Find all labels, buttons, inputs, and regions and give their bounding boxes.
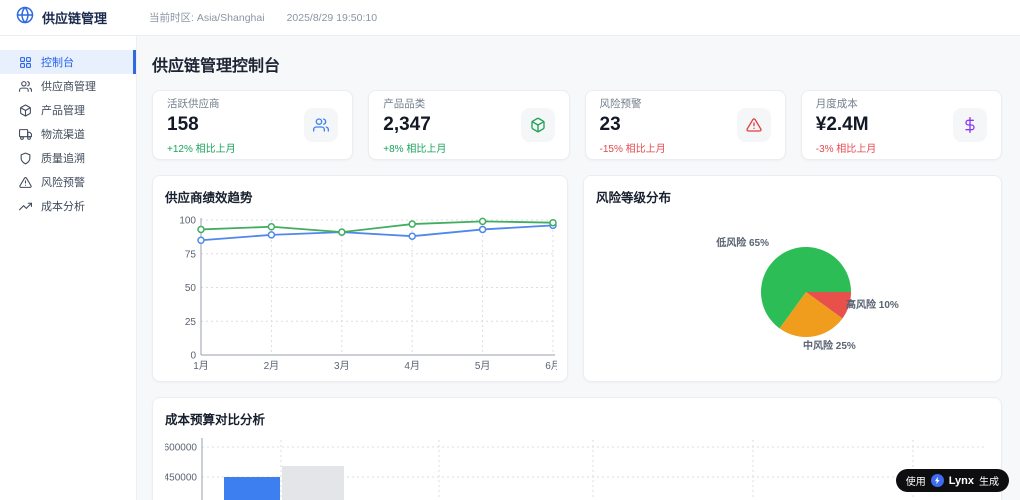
alert-icon [19, 176, 32, 188]
users-icon [313, 118, 330, 132]
badge-brand: Lynx [948, 474, 974, 487]
package-icon [20, 104, 31, 117]
sidebar-nav: 控制台供应商管理产品管理物流渠道质量追溯风险预警成本分析 [0, 36, 137, 500]
line-chart-title: 供应商绩效趋势 [165, 191, 253, 205]
stats-row: 活跃供应商 158 +12% 相比上月 产品品类 2,347 +8% 相比上月 … [152, 90, 1002, 160]
line-chart-card: 供应商绩效趋势 0 25 50 75 100 1月 2月 3月 4月 5月 6月 [152, 175, 568, 382]
stat-iconbox [304, 108, 339, 142]
sidebar-item-5[interactable]: 风险预警 [0, 170, 136, 194]
bar-chart: 600000450000300000 [165, 438, 987, 500]
stat-value: ¥2.4M [815, 113, 869, 135]
lynx-attribution-badge[interactable]: 使用 Lynx 生成 [895, 469, 1009, 492]
badge-prefix: 使用 [905, 477, 926, 488]
stat-value: 158 [167, 113, 199, 135]
shield-icon [20, 152, 31, 164]
stat-delta: -3% 相比上月 [815, 143, 877, 155]
header-status: 当前时区: Asia/Shanghai 2025/8/29 19:50:10 [149, 10, 377, 25]
stat-iconbox [520, 108, 555, 142]
svg-text:450000: 450000 [165, 473, 197, 484]
stat-delta: -15% 相比上月 [599, 143, 666, 155]
pie-chart-card: 风险等级分布 高风险 10% 中风险 25% 低风险 65% [583, 175, 1002, 382]
svg-text:4月: 4月 [404, 360, 420, 372]
stat-value: 23 [599, 113, 621, 135]
pie-chart: 高风险 10% 中风险 25% 低风险 65% [715, 236, 899, 352]
sidebar-item-1[interactable]: 供应商管理 [0, 74, 136, 98]
svg-text:高风险 10%: 高风险 10% [846, 298, 899, 311]
svg-text:50: 50 [185, 283, 197, 294]
stat-card-0: 活跃供应商 158 +12% 相比上月 [152, 90, 354, 160]
svg-text:6月: 6月 [545, 360, 557, 372]
svg-text:1月: 1月 [193, 360, 209, 372]
users-icon [19, 80, 32, 92]
stat-texts: 风险预警 23 -15% 相比上月 [600, 96, 666, 155]
sidebar-item-label: 物流渠道 [41, 129, 85, 141]
charts-row: 供应商绩效趋势 0 25 50 75 100 1月 2月 3月 4月 5月 6月 风险等级分布 高风… [152, 175, 1002, 382]
sidebar-item-0[interactable]: 控制台 [0, 50, 136, 74]
sidebar-item-label: 产品管理 [41, 105, 85, 117]
app-brand: 供应链管理 [0, 6, 137, 29]
svg-text:100: 100 [179, 216, 196, 227]
svg-text:2月: 2月 [264, 360, 280, 372]
sidebar-item-3[interactable]: 物流渠道 [0, 122, 136, 146]
stat-value: 2,347 [383, 113, 431, 135]
stat-delta: +8% 相比上月 [383, 143, 447, 155]
svg-text:5月: 5月 [475, 360, 491, 372]
dollar-icon [965, 117, 975, 133]
sidebar-item-6[interactable]: 成本分析 [0, 194, 136, 218]
dashboard-icon [20, 56, 31, 68]
page-title: 供应链管理控制台 [152, 58, 281, 75]
svg-text:75: 75 [185, 249, 197, 260]
svg-text:3月: 3月 [334, 360, 350, 372]
sidebar-item-label: 成本分析 [41, 201, 85, 213]
bottom-row: 成本预算对比分析 600000450000300000 [152, 397, 1002, 500]
stat-iconbox [736, 108, 771, 142]
svg-text:600000: 600000 [165, 443, 197, 454]
stat-card-3: 月度成本 ¥2.4M -3% 相比上月 [800, 90, 1002, 160]
stat-texts: 产品品类 2,347 +8% 相比上月 [383, 96, 446, 155]
sidebar-item-label: 质量追溯 [41, 153, 85, 165]
sidebar-item-4[interactable]: 质量追溯 [0, 146, 136, 170]
trend-icon [19, 202, 32, 210]
sidebar-item-label: 控制台 [41, 57, 74, 69]
stat-texts: 活跃供应商 158 +12% 相比上月 [167, 96, 236, 155]
sidebar-item-2[interactable]: 产品管理 [0, 98, 136, 122]
pie-chart-title: 风险等级分布 [596, 191, 672, 205]
current-datetime: 2025/8/29 19:50:10 [286, 11, 378, 24]
svg-text:低风险 65%: 低风险 65% [715, 236, 769, 249]
stat-delta: +12% 相比上月 [167, 143, 236, 155]
globe-icon [16, 6, 34, 24]
stat-label: 月度成本 [815, 97, 858, 110]
stat-label: 产品品类 [383, 97, 426, 110]
badge-suffix: 生成 [979, 477, 999, 488]
package-icon [530, 117, 545, 133]
globe-icon [16, 6, 34, 29]
top-header: 供应链管理 当前时区: Asia/Shanghai 2025/8/29 19:5… [0, 0, 1020, 36]
stat-card-1: 产品品类 2,347 +8% 相比上月 [368, 90, 570, 160]
main-content: 供应链管理控制台 活跃供应商 158 +12% 相比上月 产品品类 2,347 … [137, 36, 1020, 500]
sidebar-item-label: 供应商管理 [41, 81, 96, 93]
stat-iconbox [953, 108, 987, 142]
svg-text:25: 25 [185, 317, 197, 328]
stat-texts: 月度成本 ¥2.4M -3% 相比上月 [816, 96, 877, 155]
sidebar-item-label: 风险预警 [41, 177, 85, 189]
bar-chart-title: 成本预算对比分析 [165, 413, 266, 427]
stat-label: 活跃供应商 [167, 97, 220, 110]
alert-icon [746, 118, 762, 132]
bar-chart-card: 成本预算对比分析 600000450000300000 [152, 397, 1002, 500]
stat-label: 风险预警 [599, 97, 642, 110]
svg-text:0: 0 [190, 351, 196, 362]
svg-text:中风险 25%: 中风险 25% [803, 339, 856, 352]
timezone-label: 当前时区: Asia/Shanghai [149, 12, 265, 24]
truck-icon [19, 128, 32, 140]
lynx-logo-icon [930, 474, 944, 487]
line-chart: 0 25 50 75 100 1月 2月 3月 4月 5月 6月 [179, 216, 557, 373]
app-title: 供应链管理 [42, 11, 108, 26]
stat-card-2: 风险预警 23 -15% 相比上月 [584, 90, 786, 160]
